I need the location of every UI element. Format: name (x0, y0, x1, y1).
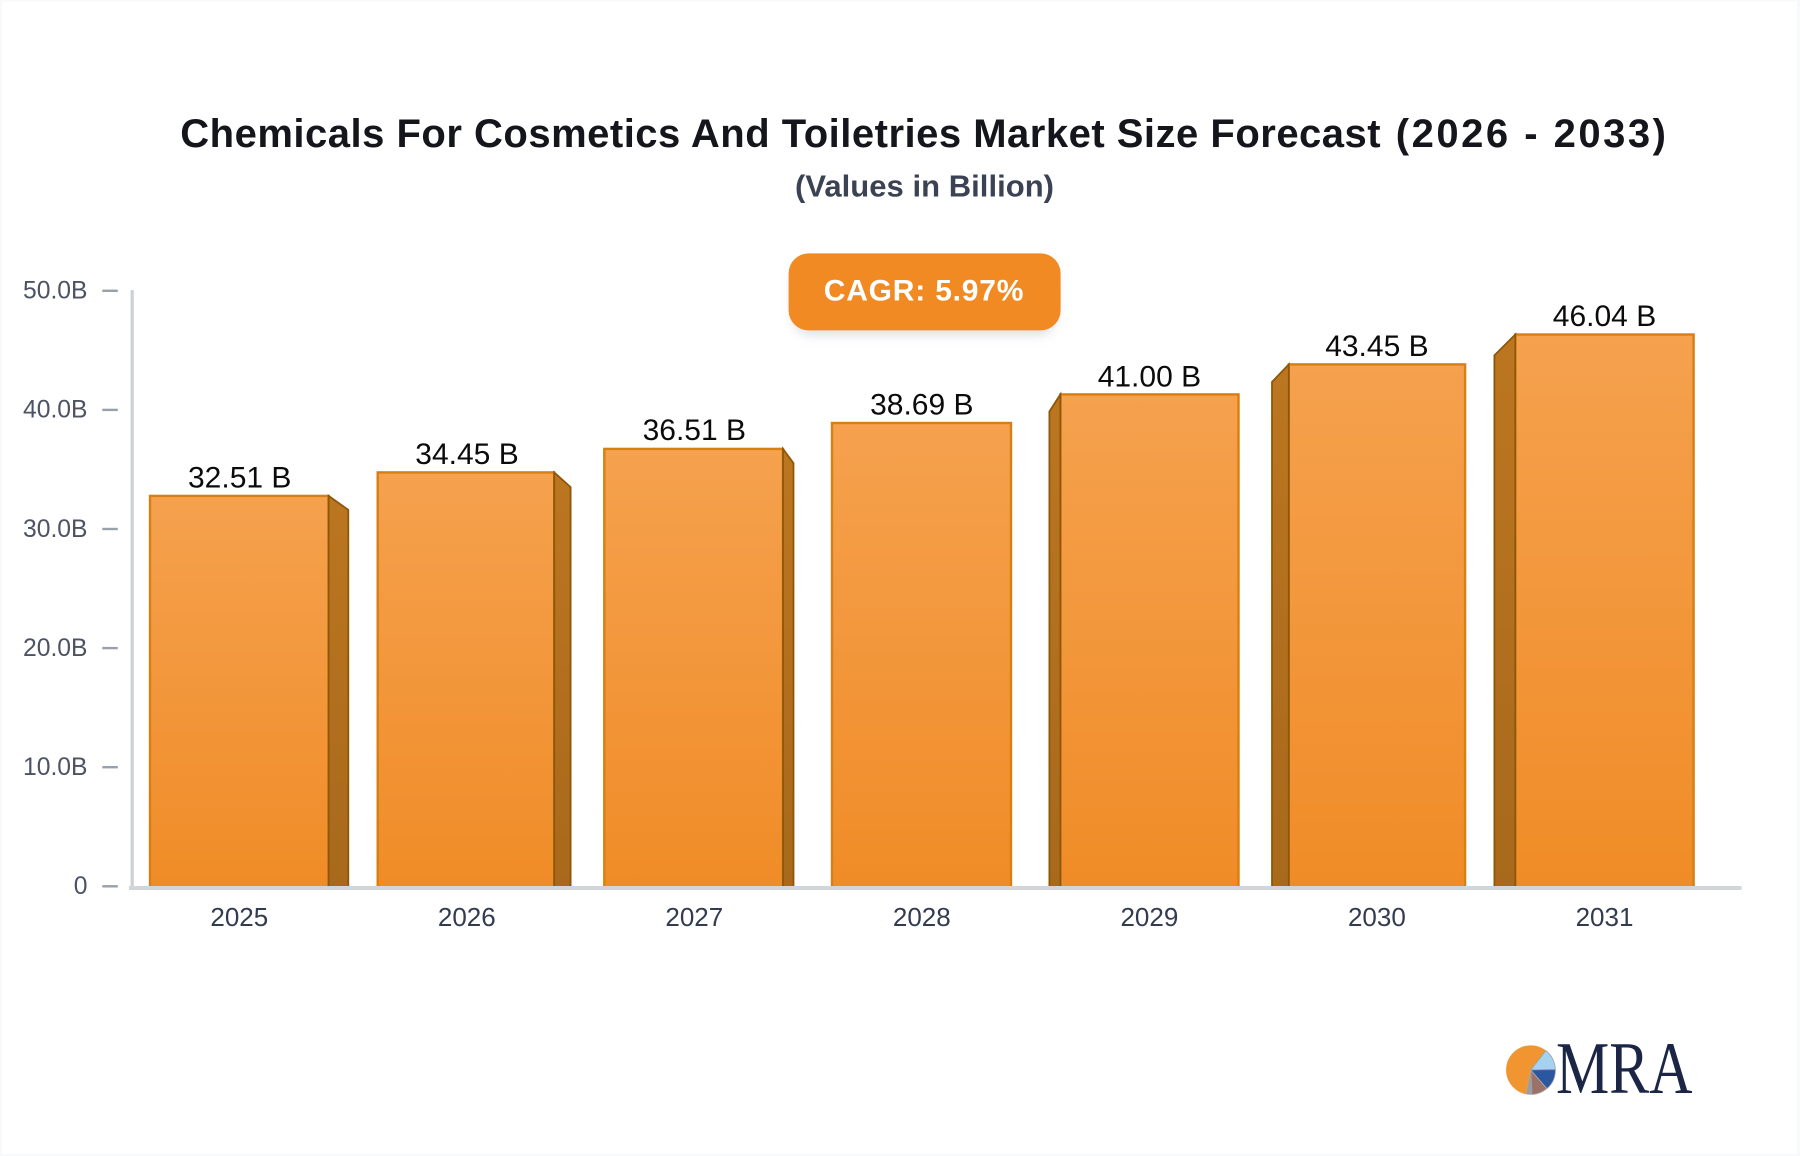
svg-text:2031: 2031 (1576, 902, 1634, 932)
svg-text:2026: 2026 (438, 902, 496, 932)
svg-text:MRA: MRA (1556, 1028, 1693, 1110)
svg-text:36.51 B: 36.51 B (643, 414, 746, 447)
svg-text:(Values in Billion): (Values in Billion) (795, 168, 1054, 203)
svg-text:43.45 B: 43.45 B (1325, 330, 1428, 363)
svg-text:10.0B: 10.0B (23, 754, 88, 781)
svg-text:38.69 B: 38.69 B (870, 389, 973, 422)
svg-text:Chemicals For Cosmetics And To: Chemicals For Cosmetics And Toiletries M… (180, 112, 1380, 156)
svg-text:30.0B: 30.0B (23, 516, 88, 543)
svg-text:2028: 2028 (893, 902, 951, 932)
svg-text:41.00 B: 41.00 B (1098, 360, 1201, 393)
svg-text:34.45 B: 34.45 B (415, 438, 518, 471)
svg-text:20.0B: 20.0B (23, 635, 88, 662)
svg-text:(2026 - 2033): (2026 - 2033) (1396, 112, 1666, 156)
svg-text:50.0B: 50.0B (23, 277, 88, 304)
svg-text:0: 0 (74, 873, 88, 900)
svg-text:32.51 B: 32.51 B (188, 462, 291, 495)
svg-text:2030: 2030 (1348, 902, 1406, 932)
svg-text:40.0B: 40.0B (23, 397, 88, 424)
svg-text:2027: 2027 (665, 902, 723, 932)
svg-text:CAGR: 5.97%: CAGR: 5.97% (824, 275, 1025, 308)
svg-text:2025: 2025 (210, 902, 268, 932)
svg-text:46.04 B: 46.04 B (1553, 300, 1656, 333)
svg-text:2029: 2029 (1120, 902, 1178, 932)
